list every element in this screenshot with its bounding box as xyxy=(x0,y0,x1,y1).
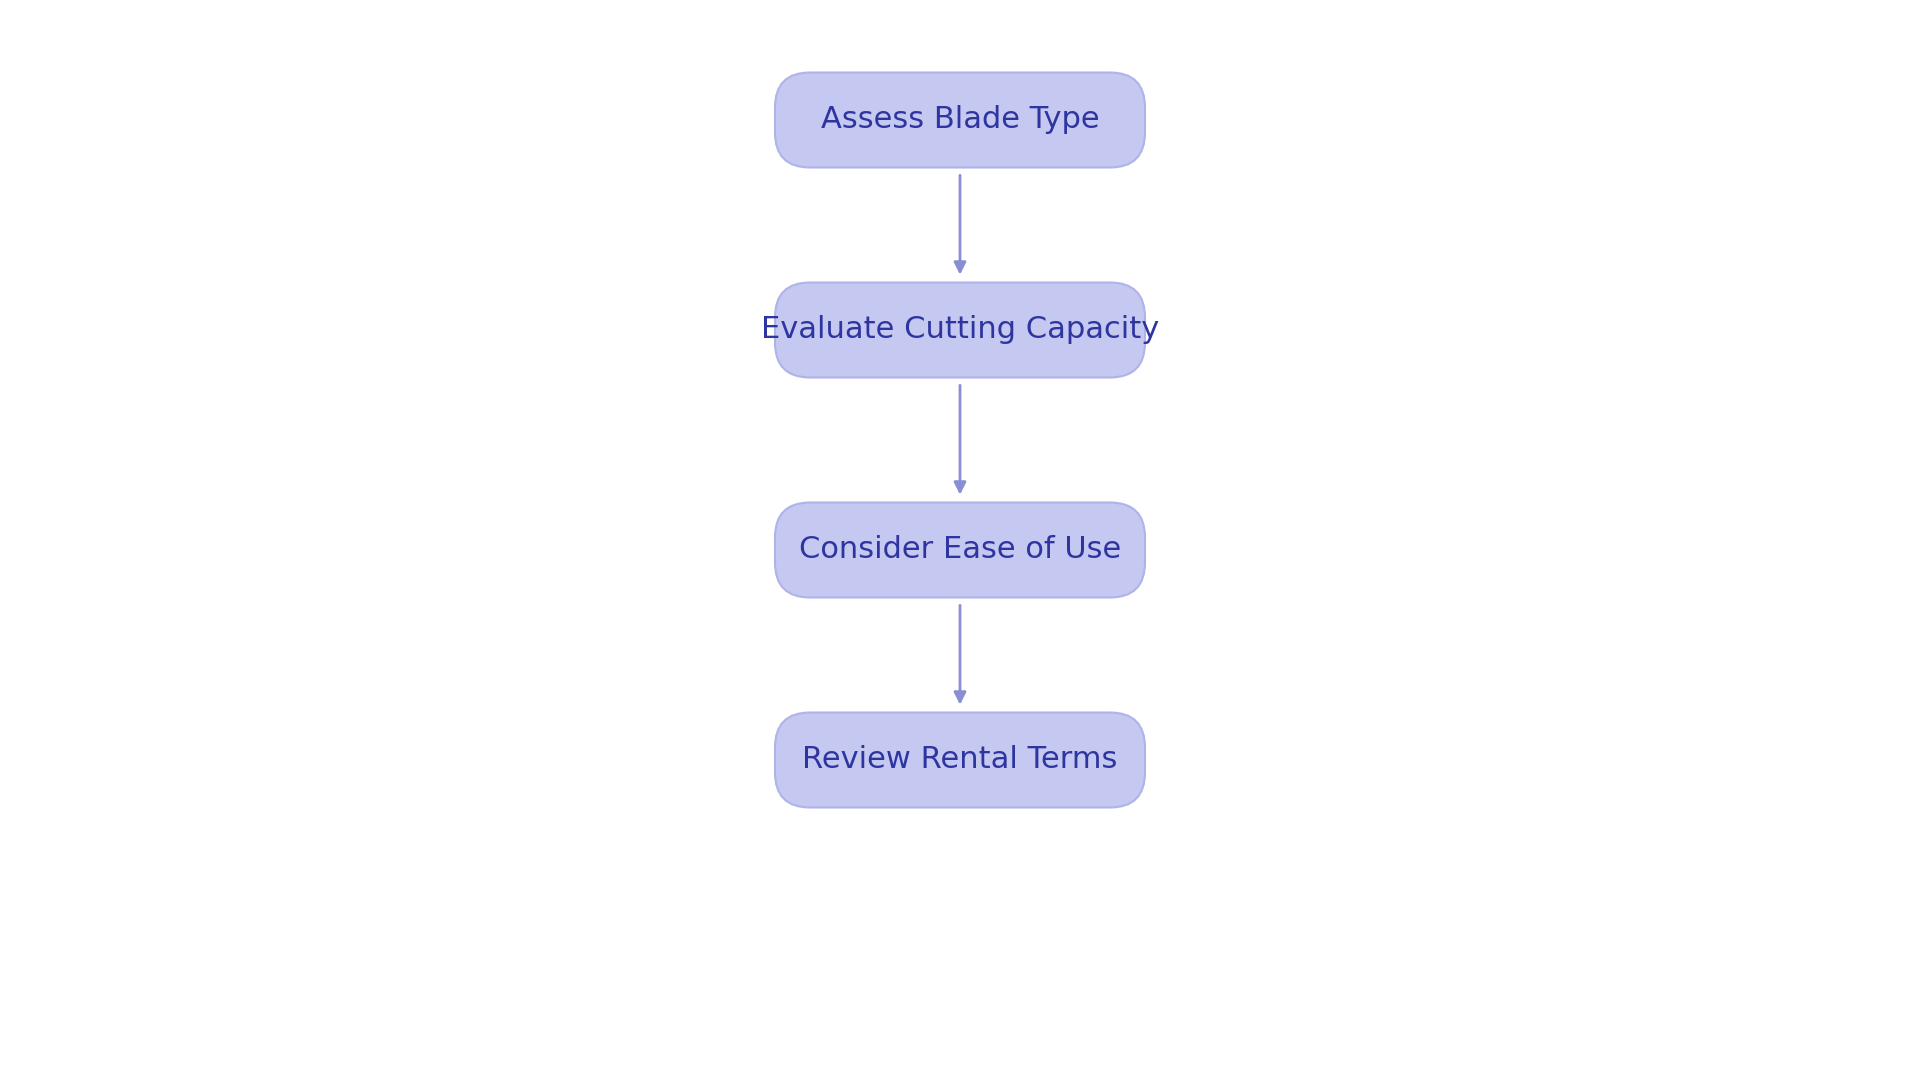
Text: Evaluate Cutting Capacity: Evaluate Cutting Capacity xyxy=(760,315,1160,344)
Text: Review Rental Terms: Review Rental Terms xyxy=(803,745,1117,774)
FancyBboxPatch shape xyxy=(776,283,1144,378)
Text: Assess Blade Type: Assess Blade Type xyxy=(820,105,1100,134)
Text: Consider Ease of Use: Consider Ease of Use xyxy=(799,535,1121,564)
FancyBboxPatch shape xyxy=(776,503,1144,598)
FancyBboxPatch shape xyxy=(776,73,1144,168)
FancyBboxPatch shape xyxy=(776,713,1144,808)
